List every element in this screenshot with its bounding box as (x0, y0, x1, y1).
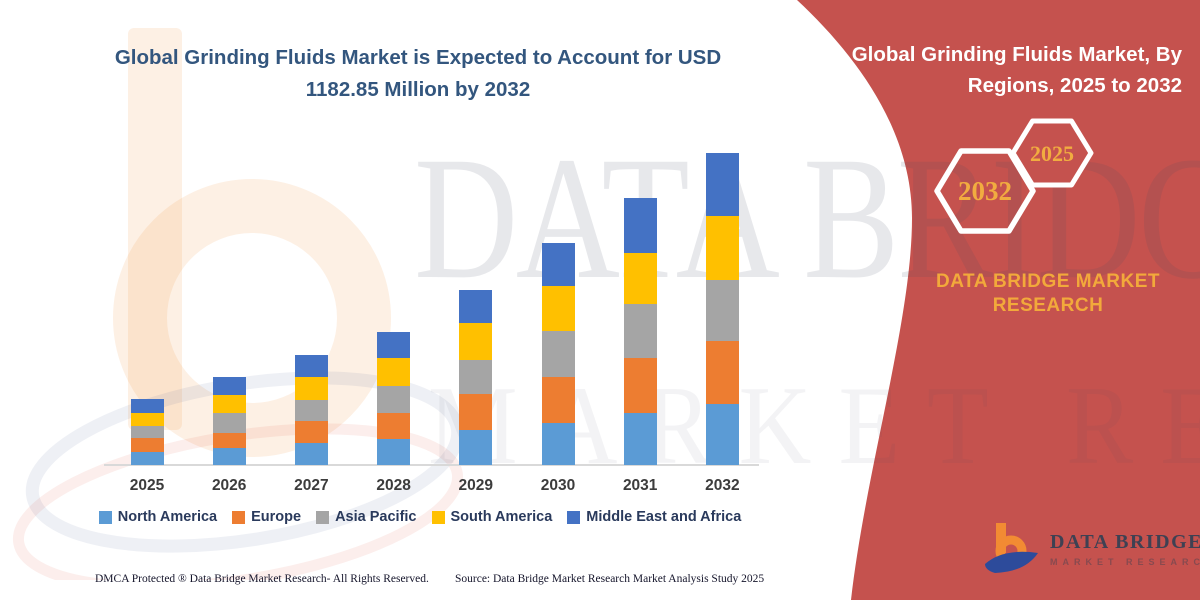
footer-dmca-text: DMCA Protected ® Data Bridge Market Rese… (95, 573, 429, 585)
bar-segment (459, 430, 493, 465)
legend-swatch-icon (567, 510, 581, 524)
stacked-bar-chart: 2025 2026 2027 2028 2029 2030 2031 2032 (104, 153, 759, 494)
legend-label: South America (450, 509, 553, 525)
bar-segment (212, 376, 246, 396)
bar-segment (294, 376, 328, 401)
legend-label: Europe (251, 509, 302, 525)
hexagon-2032-label: 2032 (958, 176, 1012, 206)
bar-segment (541, 243, 575, 287)
bar-segment (294, 443, 328, 465)
logo-subtext: MARKET RESEARCH (1050, 557, 1200, 567)
bar-segment (623, 252, 657, 305)
legend-swatch-icon (431, 510, 445, 524)
logo-wordmark: DATA BRIDGE (1050, 531, 1200, 553)
chart-title: Global Grinding Fluids Market is Expecte… (114, 46, 722, 101)
stacked-bar-2026 (212, 376, 246, 465)
legend-item: South America (431, 509, 553, 525)
x-axis-label: 2032 (705, 477, 740, 494)
bar-segment (212, 448, 246, 465)
bar-segment (377, 332, 411, 359)
bar-segment (541, 286, 575, 332)
bar-segment (623, 412, 657, 465)
bar-segment (541, 376, 575, 423)
bar-segment (377, 439, 411, 465)
bar-segment (294, 400, 328, 422)
stacked-bar-2030 (541, 243, 575, 465)
legend-label: North America (117, 509, 218, 525)
bar-segment (705, 403, 739, 465)
hexagon-2025-outline-icon (1010, 118, 1094, 188)
bar-segment (212, 432, 246, 449)
bar-segment (130, 451, 164, 465)
bar-segment (130, 412, 164, 427)
legend-swatch-icon (98, 510, 112, 524)
stacked-bar-2031 (623, 197, 657, 465)
bar-segment (705, 216, 739, 281)
x-axis-label: 2031 (622, 477, 658, 494)
stacked-bar-2032 (705, 153, 739, 465)
year-hexagons: 2032 2025 (934, 118, 1094, 234)
x-axis-label: 2027 (294, 477, 329, 494)
legend-item: North America (98, 509, 218, 525)
bar-segment (294, 421, 328, 444)
bar-segment (459, 289, 493, 323)
company-logo: DATA BRIDGE MARKET RESEARCH (983, 521, 1200, 577)
stacked-bar-2029 (459, 289, 493, 465)
bar-segment (212, 413, 246, 433)
bar-segment (541, 331, 575, 377)
legend-item: Asia Pacific (316, 509, 417, 525)
bar-segment (459, 394, 493, 431)
legend-swatch-icon (316, 510, 330, 524)
bar-segment (130, 398, 164, 413)
legend-item: Middle East and Africa (567, 509, 741, 525)
stacked-bar-2025 (130, 398, 164, 465)
bar-segment (541, 422, 575, 465)
bar-segment (623, 197, 657, 253)
bar-segment (705, 153, 739, 217)
legend-label: Middle East and Africa (586, 509, 742, 525)
bar-segment (623, 304, 657, 359)
hexagon-2032-outline-icon (934, 148, 1036, 234)
x-axis-line (104, 464, 759, 466)
side-panel-heading: Global Grinding Fluids Market, By Region… (851, 43, 1182, 97)
bar-segment (459, 359, 493, 395)
footer-source-text: Source: Data Bridge Market Research Mark… (455, 573, 765, 585)
bar-segment (130, 426, 164, 438)
bar-segment (705, 280, 739, 341)
x-axis-label: 2029 (458, 477, 494, 494)
data-bridge-b-icon (985, 523, 1038, 573)
hexagon-2025-label: 2025 (1030, 141, 1074, 166)
bar-segment (294, 355, 328, 377)
bar-segment (623, 358, 657, 413)
x-axis-label: 2030 (540, 477, 576, 494)
legend-item: Europe (232, 509, 301, 525)
x-axis-label: 2025 (129, 477, 165, 494)
bar-segment (130, 437, 164, 452)
x-axis-label: 2028 (376, 477, 411, 494)
bar-segment (377, 386, 411, 414)
bar-segment (212, 395, 246, 414)
x-axis-label: 2026 (211, 477, 247, 494)
bar-segment (459, 322, 493, 360)
stacked-bar-2027 (294, 355, 328, 465)
stacked-bar-2028 (377, 332, 411, 465)
bar-segment (377, 358, 411, 387)
bar-segment (377, 413, 411, 440)
bar-segment (705, 340, 739, 404)
legend-label: Asia Pacific (335, 509, 417, 525)
chart-legend: North America Europe Asia Pacific South Ame… (60, 509, 780, 525)
side-panel-brand-text: DATA BRIDGE MARKET RESEARCH (936, 271, 1160, 316)
legend-swatch-icon (232, 510, 246, 524)
